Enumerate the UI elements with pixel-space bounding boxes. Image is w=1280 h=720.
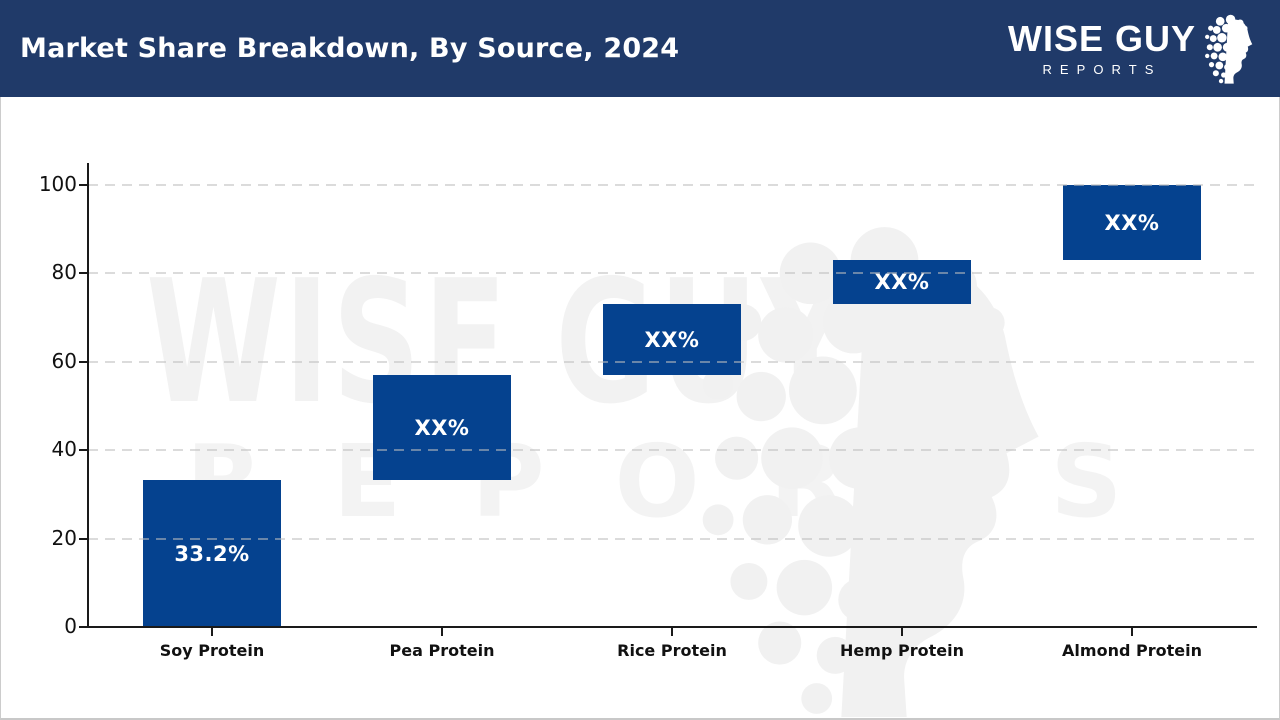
x-category-label: Hemp Protein (840, 641, 964, 660)
bar-value-label: XX% (414, 415, 470, 440)
header: Market Share Breakdown, By Source, 2024 … (0, 0, 1280, 97)
bar-soy-protein: 33.2% (143, 480, 281, 627)
y-tick-label: 40 (51, 437, 77, 462)
logo-wordmark: WISE GUY (1007, 17, 1196, 59)
gridline-40 (88, 449, 1257, 452)
y-tick-mark (79, 449, 88, 452)
gridline-100 (88, 184, 1257, 187)
x-tick-mark (901, 628, 903, 636)
x-tick-mark (1131, 628, 1133, 636)
bar-hemp-protein: XX% (833, 260, 971, 305)
x-category-label: Soy Protein (159, 641, 265, 660)
page-title: Market Share Breakdown, By Source, 2024 (20, 33, 680, 64)
gridline-60 (88, 360, 1257, 363)
x-tick-mark (441, 628, 443, 636)
gridline-80 (88, 272, 1257, 275)
bar-value-label: 33.2% (174, 541, 250, 566)
bar-value-label: XX% (644, 327, 700, 352)
logo-head-icon (1205, 14, 1253, 84)
y-tick-label: 80 (51, 260, 77, 285)
y-tick-mark (79, 360, 88, 363)
x-category-label: Almond Protein (1062, 641, 1202, 660)
x-tick-mark (211, 628, 213, 636)
y-tick-mark (79, 272, 88, 275)
y-tick-label: 60 (51, 348, 77, 373)
x-category-label: Pea Protein (389, 641, 495, 660)
y-tick-label: 20 (51, 525, 77, 550)
brand-logo: WISE GUY REPORTS (1008, 14, 1254, 84)
brand-logo-text: WISE GUY REPORTS (1007, 17, 1196, 77)
y-axis (87, 163, 89, 628)
x-tick-mark (671, 628, 673, 636)
x-category-label: Rice Protein (617, 641, 727, 660)
gridline-20 (88, 537, 1257, 540)
bar-value-label: XX% (1104, 210, 1160, 235)
y-tick-label: 0 (64, 614, 77, 638)
y-tick-mark (79, 537, 88, 540)
bar-almond-protein: XX% (1063, 185, 1201, 261)
x-axis (87, 626, 1257, 628)
y-tick-mark (79, 184, 88, 187)
logo-subtext: REPORTS (1042, 61, 1162, 77)
bar-pea-protein: XX% (373, 375, 511, 481)
y-tick-label: 100 (38, 172, 77, 197)
bar-rice-protein: XX% (603, 304, 741, 376)
y-tick-mark (79, 626, 88, 628)
